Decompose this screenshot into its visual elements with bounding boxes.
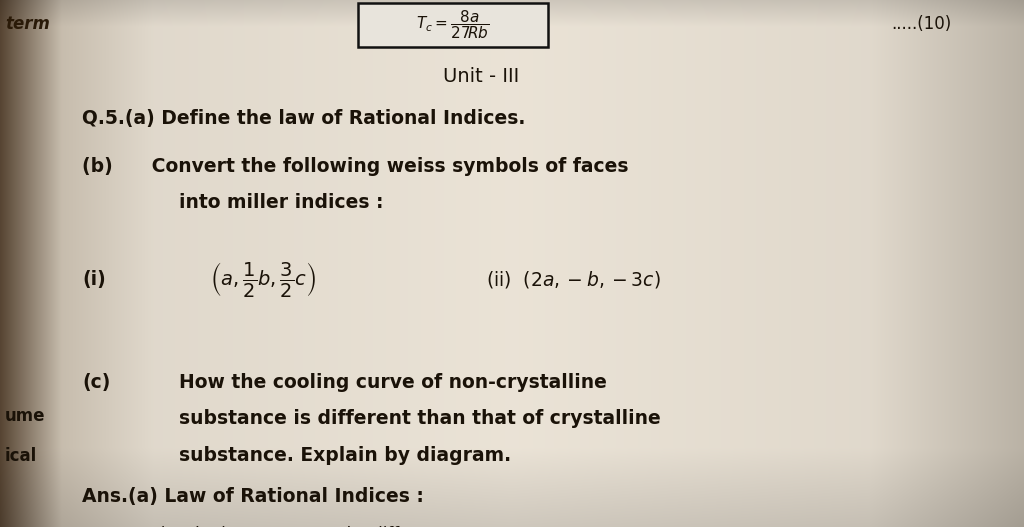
Text: Ans.(a) Law of Rational Indices :: Ans.(a) Law of Rational Indices : bbox=[82, 487, 424, 506]
FancyBboxPatch shape bbox=[358, 3, 548, 47]
Text: substance. Explain by diagram.: substance. Explain by diagram. bbox=[179, 446, 511, 465]
Text: $T_c = \dfrac{8a}{27Rb}$: $T_c = \dfrac{8a}{27Rb}$ bbox=[417, 8, 489, 42]
Text: $\left(a,\dfrac{1}{2}b,\dfrac{3}{2}c\right)$: $\left(a,\dfrac{1}{2}b,\dfrac{3}{2}c\rig… bbox=[210, 260, 316, 299]
Text: Q.5.(a) Define the law of Rational Indices.: Q.5.(a) Define the law of Rational Indic… bbox=[82, 109, 525, 128]
Text: .....(10): .....(10) bbox=[891, 15, 951, 33]
Text: (i): (i) bbox=[82, 270, 105, 289]
Text: (b)      Convert the following weiss symbols of faces: (b) Convert the following weiss symbols … bbox=[82, 157, 629, 175]
Text: How the cooling curve of non-crystalline: How the cooling curve of non-crystalline bbox=[179, 373, 607, 392]
Text: into miller indices :: into miller indices : bbox=[179, 193, 384, 212]
Text: substance is different than that of crystalline: substance is different than that of crys… bbox=[179, 409, 660, 428]
Text: (c): (c) bbox=[82, 373, 111, 392]
Text: (ii)  $\left(2a,-b,-3c\right)$: (ii) $\left(2a,-b,-3c\right)$ bbox=[486, 269, 662, 290]
Text: Unit - III: Unit - III bbox=[443, 67, 519, 86]
Text: ume: ume bbox=[5, 407, 46, 425]
Text: it "The intercents, cut by differe: it "The intercents, cut by differe bbox=[82, 526, 426, 527]
Text: ical: ical bbox=[5, 447, 37, 465]
Text: term: term bbox=[5, 15, 50, 33]
